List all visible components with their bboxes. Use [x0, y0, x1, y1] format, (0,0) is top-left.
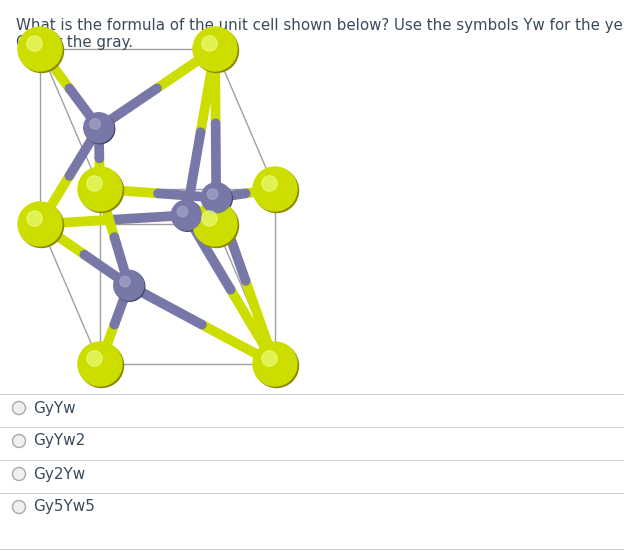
Circle shape	[172, 201, 202, 231]
Text: What is the formula of the unit cell shown below? Use the symbols Yw for the yel: What is the formula of the unit cell sho…	[16, 18, 624, 33]
Circle shape	[19, 203, 64, 248]
Circle shape	[27, 36, 42, 51]
Text: Gy for the gray.: Gy for the gray.	[16, 35, 133, 50]
Circle shape	[177, 206, 188, 217]
Circle shape	[171, 200, 202, 230]
Circle shape	[18, 202, 62, 246]
Circle shape	[193, 202, 237, 246]
Circle shape	[202, 183, 232, 213]
Circle shape	[255, 343, 298, 387]
Circle shape	[87, 351, 102, 366]
Circle shape	[207, 189, 218, 199]
Circle shape	[120, 276, 130, 287]
Circle shape	[114, 270, 144, 300]
Circle shape	[195, 29, 238, 73]
Circle shape	[12, 401, 26, 415]
Text: Gy2Yw: Gy2Yw	[33, 467, 85, 481]
Circle shape	[78, 342, 122, 386]
Circle shape	[202, 36, 217, 51]
Circle shape	[253, 342, 297, 386]
Circle shape	[12, 434, 26, 448]
Circle shape	[79, 343, 124, 387]
Circle shape	[78, 167, 122, 211]
Circle shape	[87, 176, 102, 191]
Circle shape	[84, 113, 114, 143]
Circle shape	[19, 29, 64, 73]
Circle shape	[115, 271, 145, 301]
Text: GyYw: GyYw	[33, 400, 76, 415]
Circle shape	[90, 119, 100, 129]
Circle shape	[27, 211, 42, 226]
Text: Gy5Yw5: Gy5Yw5	[33, 500, 95, 514]
Circle shape	[12, 467, 26, 481]
Circle shape	[202, 184, 232, 214]
Circle shape	[193, 27, 237, 71]
Circle shape	[195, 203, 238, 248]
Circle shape	[18, 27, 62, 71]
Circle shape	[262, 176, 277, 191]
Circle shape	[79, 168, 124, 212]
Circle shape	[253, 167, 297, 211]
Circle shape	[85, 113, 115, 144]
Text: GyYw2: GyYw2	[33, 433, 85, 448]
Circle shape	[262, 351, 277, 366]
Circle shape	[255, 168, 298, 212]
Circle shape	[12, 500, 26, 514]
Circle shape	[202, 211, 217, 226]
